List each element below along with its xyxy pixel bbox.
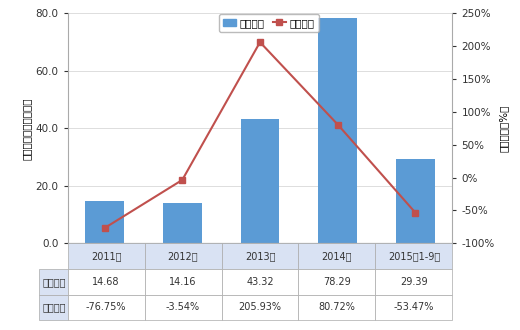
Bar xyxy=(163,203,202,244)
Bar xyxy=(396,159,435,244)
Bar xyxy=(241,119,279,244)
Y-axis label: 同比增长（%）: 同比增长（%） xyxy=(499,105,509,152)
Bar xyxy=(318,18,357,244)
Y-axis label: 进口金额（百万美元）: 进口金额（百万美元） xyxy=(21,97,31,159)
Legend: 进口金额, 同比增长: 进口金额, 同比增长 xyxy=(219,14,319,32)
Bar xyxy=(85,201,124,244)
